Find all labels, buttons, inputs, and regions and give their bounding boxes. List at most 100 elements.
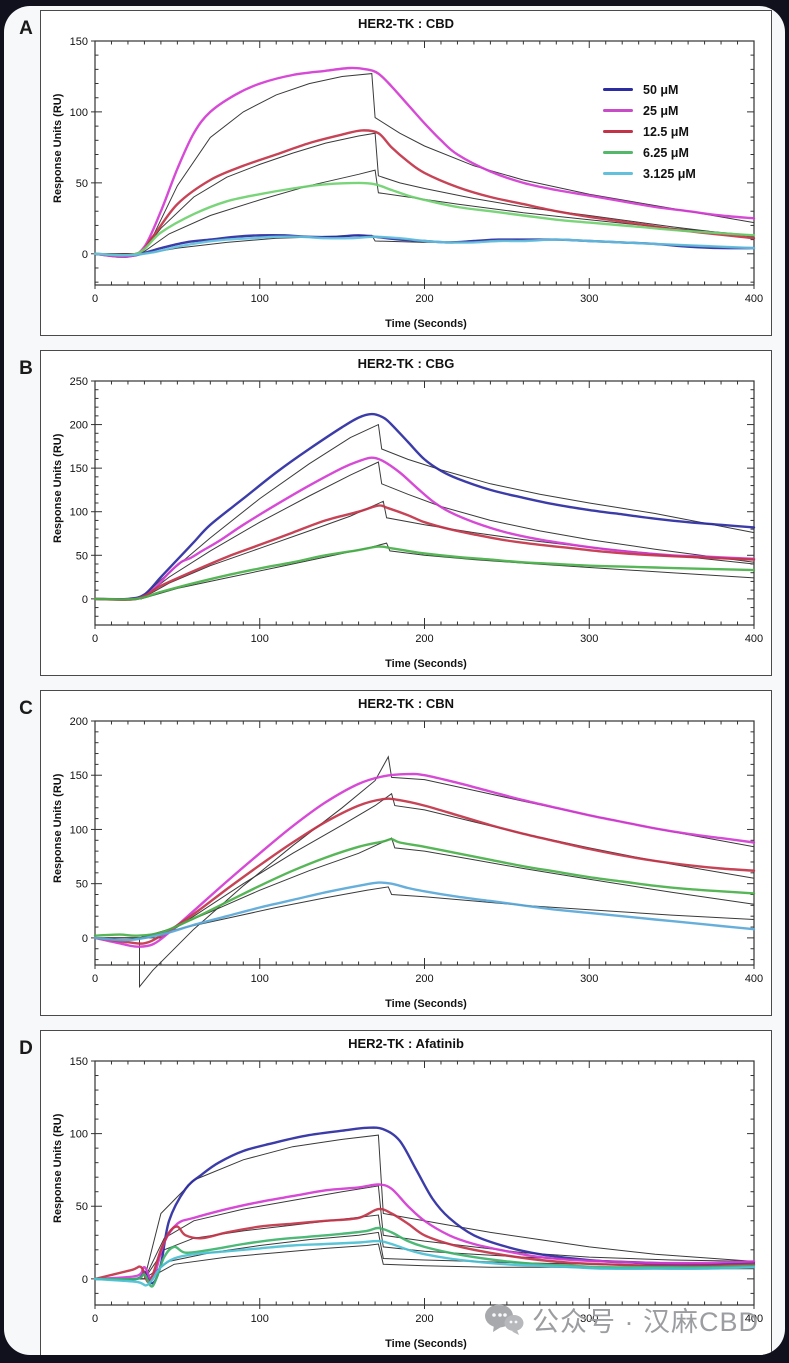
y-tick-label: 100: [70, 507, 88, 519]
series-curve-6.25μM: [93, 545, 756, 601]
panel-b: B 0 100 200 300 400 0 50 100 150 200 250 HER2-TK :…: [12, 350, 785, 676]
x-tick-label: 200: [415, 633, 433, 645]
panel-label-a: A: [19, 18, 33, 39]
legend-label: 50 μM: [643, 82, 679, 97]
x-tick-label: 0: [92, 1313, 98, 1325]
fit-line-fit-3.125: [95, 886, 755, 939]
y-tick-label: 0: [82, 594, 88, 606]
y-tick-label: 100: [70, 824, 88, 836]
fit-line-fit-50: [95, 1134, 755, 1280]
y-tick-label: 0: [82, 933, 88, 945]
x-tick-label: 400: [745, 293, 763, 305]
fit-line-fit-12.5: [95, 132, 755, 255]
y-tick-label: 150: [70, 36, 88, 48]
chart-title-a: HER2-TK : CBD: [357, 16, 455, 31]
x-axis-label-d: Time (Seconds): [385, 1338, 467, 1350]
x-tick-label: 100: [251, 1313, 269, 1325]
figure-card: A 0 100 200 300 400 0 50 100 150 HER2-TK : CBD R…: [4, 6, 785, 1355]
x-axis-label-c: Time (Seconds): [385, 998, 467, 1010]
series-curve-12.5μM: [93, 504, 756, 602]
legend-entry: 6.25 μM: [603, 142, 696, 163]
plot-svg-B: 0 100 200 300 400 0 50 100 150 200 250: [70, 376, 764, 645]
panel-box-b: 0 100 200 300 400 0 50 100 150 200 250 HER2-TK : C…: [40, 350, 772, 676]
fit-line-fit-25: [95, 73, 755, 255]
series-curve-12.5μM: [93, 129, 756, 257]
x-axis-label-b: Time (Seconds): [385, 658, 467, 670]
panel-box-a: 0 100 200 300 400 0 50 100 150 HER2-TK : CBD Res…: [40, 10, 772, 336]
x-tick-label: 0: [92, 973, 98, 985]
x-tick-label: 200: [415, 973, 433, 985]
legend-entry: 50 μM: [603, 79, 696, 100]
legend-swatch: [603, 87, 633, 92]
series-curve-12.5μM: [93, 1207, 756, 1284]
plot-svg-D: 0 100 200 300 400 0 50 100 150: [70, 1056, 764, 1325]
panel-d: D 0 100 200 300 400 0 50 100 150 HER2-TK : Afati…: [12, 1030, 785, 1355]
y-tick-label: 250: [70, 376, 88, 388]
x-tick-label: 300: [580, 293, 598, 305]
x-tick-label: 300: [580, 1313, 598, 1325]
y-tick-label: 50: [76, 1201, 88, 1213]
y-axis-label-a: Response Units (RU): [52, 93, 64, 203]
legend-label: 25 μM: [643, 103, 679, 118]
y-tick-label: 0: [82, 1274, 88, 1286]
series-curve-12.5μM: [93, 797, 756, 945]
panel-label-c: C: [19, 698, 33, 719]
chart-title-c: HER2-TK : CBN: [357, 696, 455, 711]
fit-line-fit-6.25: [95, 837, 755, 939]
x-tick-label: 400: [745, 973, 763, 985]
legend-label: 12.5 μM: [643, 124, 689, 139]
legend-swatch: [603, 150, 633, 155]
legend-entry: 3.125 μM: [603, 163, 696, 184]
fit-line-fit-6.25: [95, 542, 755, 600]
y-axis-label-d: Response Units (RU): [52, 1113, 64, 1223]
series-curve-6.25μM: [93, 1226, 756, 1288]
y-axis-label-c: Response Units (RU): [52, 773, 64, 883]
x-tick-label: 400: [745, 1313, 763, 1325]
fit-line-fit-6.25: [95, 1231, 754, 1280]
fit-line-fit-25: [95, 461, 755, 600]
fit-line-fit-12.5: [95, 792, 755, 939]
y-tick-label: 200: [70, 716, 88, 728]
y-axis-label-b: Response Units (RU): [52, 433, 64, 543]
series-curve-6.25μM: [93, 837, 756, 937]
y-tick-label: 100: [70, 1129, 88, 1141]
x-tick-label: 0: [92, 293, 98, 305]
y-tick-label: 150: [70, 770, 88, 782]
panel-label-d: D: [19, 1038, 33, 1059]
panel-box-c: 0 100 200 300 400 0 50 100 150 200 HER2-TK : CBN …: [40, 690, 772, 1016]
legend-swatch: [603, 108, 633, 113]
chart-title-b: HER2-TK : CBG: [357, 356, 455, 371]
fit-line-fit-25: [95, 755, 755, 989]
panel-label-b: B: [19, 358, 33, 379]
fit-line-fit-25: [95, 1185, 755, 1280]
plot-svg-A: 0 100 200 300 400 0 50 100 150: [70, 36, 764, 305]
x-tick-label: 100: [251, 973, 269, 985]
fit-line-fit-6.25: [95, 169, 755, 255]
legend-entry: 25 μM: [603, 100, 696, 121]
legend-label: 6.25 μM: [643, 145, 689, 160]
series-curve-50μM: [93, 412, 756, 601]
y-tick-label: 50: [76, 879, 88, 891]
y-tick-label: 50: [76, 550, 88, 562]
y-tick-label: 100: [70, 107, 88, 119]
legend-label: 3.125 μM: [643, 166, 696, 181]
x-tick-label: 200: [415, 1313, 433, 1325]
x-tick-label: 200: [415, 293, 433, 305]
x-tick-label: 400: [745, 633, 763, 645]
series-curve-3.125μM: [93, 1239, 756, 1287]
legend: 50 μM 25 μM 12.5 μM 6.25 μM 3.125 μM: [603, 79, 696, 184]
x-tick-label: 100: [251, 633, 269, 645]
y-tick-label: 0: [82, 249, 88, 261]
legend-swatch: [603, 129, 633, 134]
x-tick-label: 300: [580, 633, 598, 645]
series-curve-3.125μM: [93, 881, 756, 942]
legend-entry: 12.5 μM: [603, 121, 696, 142]
y-tick-label: 50: [76, 178, 88, 190]
panel-box-d: 0 100 200 300 400 0 50 100 150 HER2-TK : Afatini…: [40, 1030, 772, 1355]
y-tick-label: 150: [70, 1056, 88, 1068]
series-curve-6.25μM: [93, 181, 756, 257]
fit-line-fit-3.125: [95, 1243, 754, 1280]
panel-c: C 0 100 200 300 400 0 50 100 150 200 HER2-TK : CB…: [12, 690, 785, 1016]
series-curve-25μM: [93, 456, 756, 601]
x-tick-label: 300: [580, 973, 598, 985]
